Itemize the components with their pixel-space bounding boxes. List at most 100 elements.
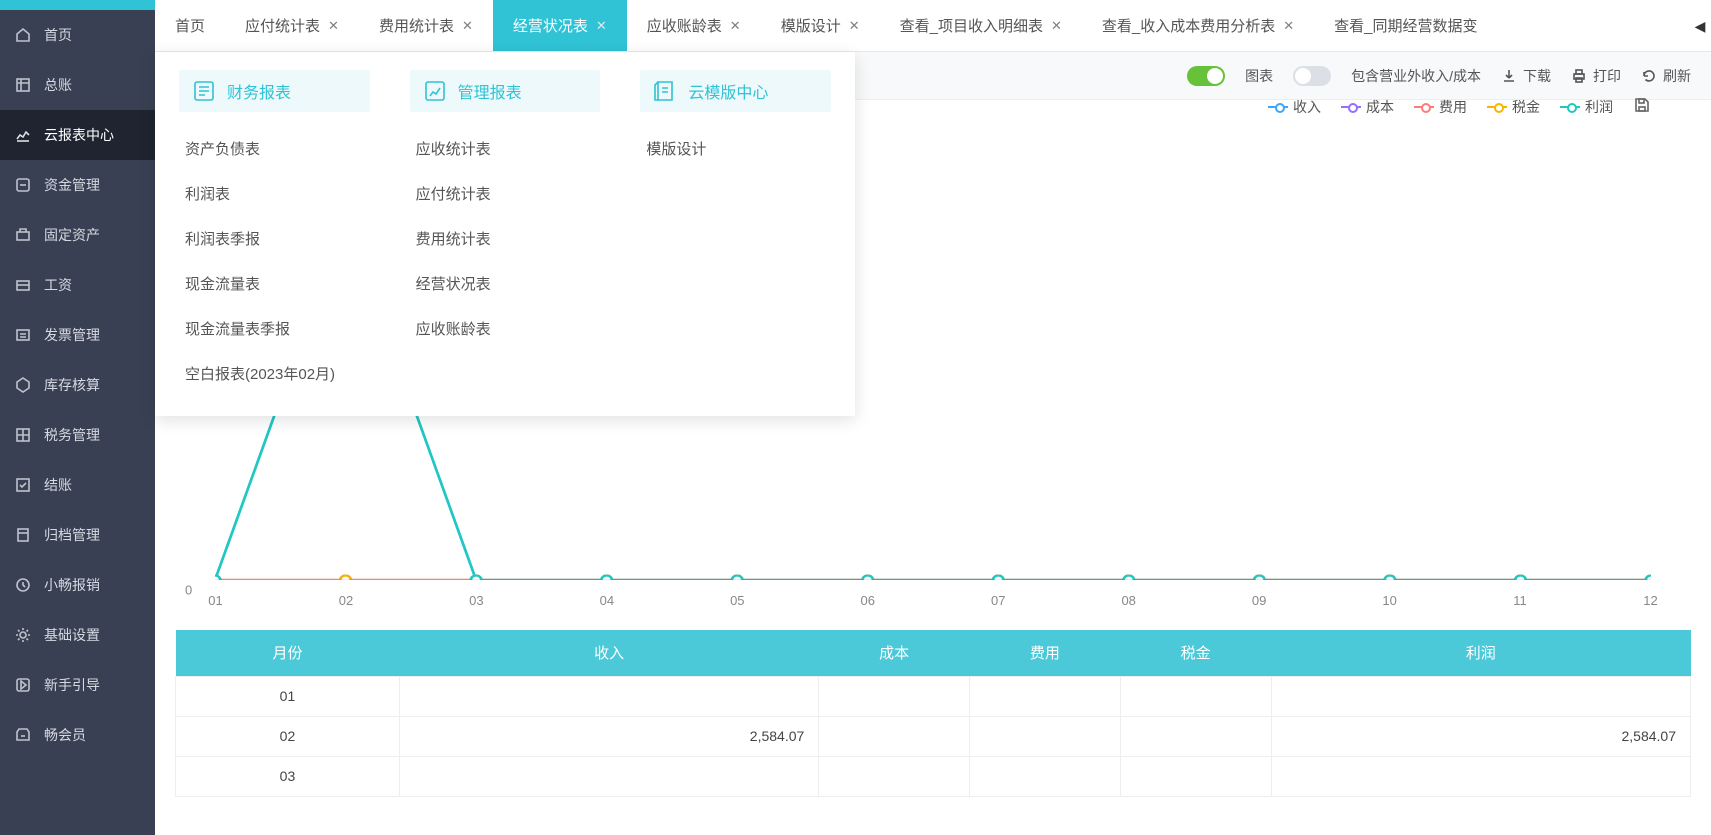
sidebar-icon [14, 426, 32, 444]
close-icon[interactable]: ✕ [328, 18, 339, 34]
sidebar-item-label: 基础设置 [44, 625, 100, 645]
mega-menu-item[interactable]: 应收账龄表 [410, 306, 601, 351]
sidebar-item-9[interactable]: 结账 [0, 460, 155, 510]
tab-2[interactable]: 费用统计表✕ [359, 0, 493, 51]
table-cell: 02 [176, 716, 400, 756]
sidebar-item-label: 工资 [44, 275, 72, 295]
include-non-operating-label: 包含营业外收入/成本 [1351, 66, 1481, 86]
x-tick: 07 [998, 593, 999, 608]
sidebar: 首页总账云报表中心资金管理固定资产工资发票管理库存核算税务管理结账归档管理小畅报… [0, 0, 155, 835]
x-tick: 03 [476, 593, 477, 608]
tab-3[interactable]: 经营状况表✕ [493, 0, 627, 51]
close-icon[interactable]: ✕ [596, 18, 607, 34]
legend-item[interactable]: 收入 [1268, 97, 1321, 117]
x-tick: 05 [737, 593, 738, 608]
data-table-wrap: 月份收入成本费用税金利润 01022,584.072,584.0703 [155, 630, 1711, 817]
mega-menu-item[interactable]: 利润表季报 [179, 216, 370, 261]
sidebar-item-4[interactable]: 固定资产 [0, 210, 155, 260]
tab-6[interactable]: 查看_项目收入明细表 ✕ [880, 0, 1082, 51]
mega-menu-item[interactable]: 利润表 [179, 171, 370, 216]
data-table: 月份收入成本费用税金利润 01022,584.072,584.0703 [175, 630, 1691, 797]
sidebar-item-2[interactable]: 云报表中心 [0, 110, 155, 160]
mega-menu-item[interactable]: 模版设计 [640, 126, 831, 171]
table-cell [819, 716, 970, 756]
mega-menu-item[interactable]: 现金流量表 [179, 261, 370, 306]
close-icon[interactable]: ✕ [849, 18, 860, 34]
tab-label: 查看_项目收入明细表 [900, 15, 1043, 36]
download-button[interactable]: 下载 [1501, 66, 1551, 86]
sidebar-item-13[interactable]: 新手引导 [0, 660, 155, 710]
table-cell [399, 676, 818, 716]
print-button[interactable]: 打印 [1571, 66, 1621, 86]
x-tick: 09 [1259, 593, 1260, 608]
mega-menu-item[interactable]: 应收统计表 [410, 126, 601, 171]
mega-menu-item[interactable]: 经营状况表 [410, 261, 601, 306]
sidebar-item-label: 首页 [44, 25, 72, 45]
sidebar-item-label: 新手引导 [44, 675, 100, 695]
table-cell: 2,584.07 [1271, 716, 1690, 756]
tab-label: 模版设计 [781, 15, 841, 36]
sidebar-icon [14, 526, 32, 544]
chart-legend: 收入成本费用税金利润 [1268, 96, 1651, 117]
include-non-operating-toggle[interactable] [1293, 66, 1331, 86]
tabs-scroll-right[interactable]: ◀ [1693, 0, 1707, 52]
sidebar-icon [14, 326, 32, 344]
table-row: 03 [176, 756, 1691, 796]
sidebar-item-12[interactable]: 基础设置 [0, 610, 155, 660]
sidebar-icon [14, 176, 32, 194]
table-cell [1271, 676, 1690, 716]
mega-menu-item[interactable]: 空白报表(2023年02月) [179, 351, 370, 396]
sidebar-icon [14, 726, 32, 744]
tab-label: 应付统计表 [245, 15, 320, 36]
refresh-button[interactable]: 刷新 [1641, 66, 1691, 86]
tab-4[interactable]: 应收账龄表✕ [627, 0, 761, 51]
table-cell [1120, 676, 1271, 716]
sidebar-item-6[interactable]: 发票管理 [0, 310, 155, 360]
close-icon[interactable]: ✕ [1051, 18, 1062, 34]
sidebar-item-0[interactable]: 首页 [0, 10, 155, 60]
legend-item[interactable]: 费用 [1414, 97, 1467, 117]
sidebar-item-label: 发票管理 [44, 325, 100, 345]
sidebar-icon [14, 126, 32, 144]
close-icon[interactable]: ✕ [1283, 18, 1294, 34]
legend-item[interactable]: 税金 [1487, 97, 1540, 117]
table-cell [399, 756, 818, 796]
close-icon[interactable]: ✕ [730, 18, 741, 34]
sidebar-item-8[interactable]: 税务管理 [0, 410, 155, 460]
mega-menu-item[interactable]: 现金流量表季报 [179, 306, 370, 351]
legend-item[interactable]: 成本 [1341, 97, 1394, 117]
sidebar-item-14[interactable]: 畅会员 [0, 710, 155, 760]
tab-label: 查看_同期经营数据变 [1334, 15, 1477, 36]
table-cell [970, 756, 1121, 796]
sidebar-icon [14, 676, 32, 694]
sidebar-item-label: 资金管理 [44, 175, 100, 195]
tab-8[interactable]: 查看_同期经营数据变 [1314, 0, 1497, 51]
sidebar-item-10[interactable]: 归档管理 [0, 510, 155, 560]
legend-item[interactable]: 利润 [1560, 97, 1613, 117]
table-header: 成本 [819, 630, 970, 676]
sidebar-item-5[interactable]: 工资 [0, 260, 155, 310]
close-icon[interactable]: ✕ [462, 18, 473, 34]
sidebar-item-7[interactable]: 库存核算 [0, 360, 155, 410]
tab-1[interactable]: 应付统计表 ✕ [225, 0, 359, 51]
tab-0[interactable]: 首页 [155, 0, 225, 51]
table-cell: 03 [176, 756, 400, 796]
mega-menu-item[interactable]: 资产负债表 [179, 126, 370, 171]
table-cell [1120, 716, 1271, 756]
chart-toggle[interactable] [1187, 66, 1225, 86]
mega-menu-item[interactable]: 应付统计表 [410, 171, 601, 216]
table-cell [819, 756, 970, 796]
sidebar-item-1[interactable]: 总账 [0, 60, 155, 110]
mega-column-header: 财务报表 [179, 70, 370, 112]
mega-menu-item[interactable]: 费用统计表 [410, 216, 601, 261]
refresh-icon [1641, 68, 1657, 84]
save-chart-icon[interactable] [1633, 96, 1651, 117]
sidebar-item-11[interactable]: 小畅报销 [0, 560, 155, 610]
tab-7[interactable]: 查看_收入成本费用分析表✕ [1082, 0, 1314, 51]
download-icon [1501, 68, 1517, 84]
x-tick: 06 [867, 593, 868, 608]
x-tick: 04 [606, 593, 607, 608]
x-tick: 02 [345, 593, 346, 608]
tab-5[interactable]: 模版设计 ✕ [761, 0, 880, 51]
sidebar-item-3[interactable]: 资金管理 [0, 160, 155, 210]
